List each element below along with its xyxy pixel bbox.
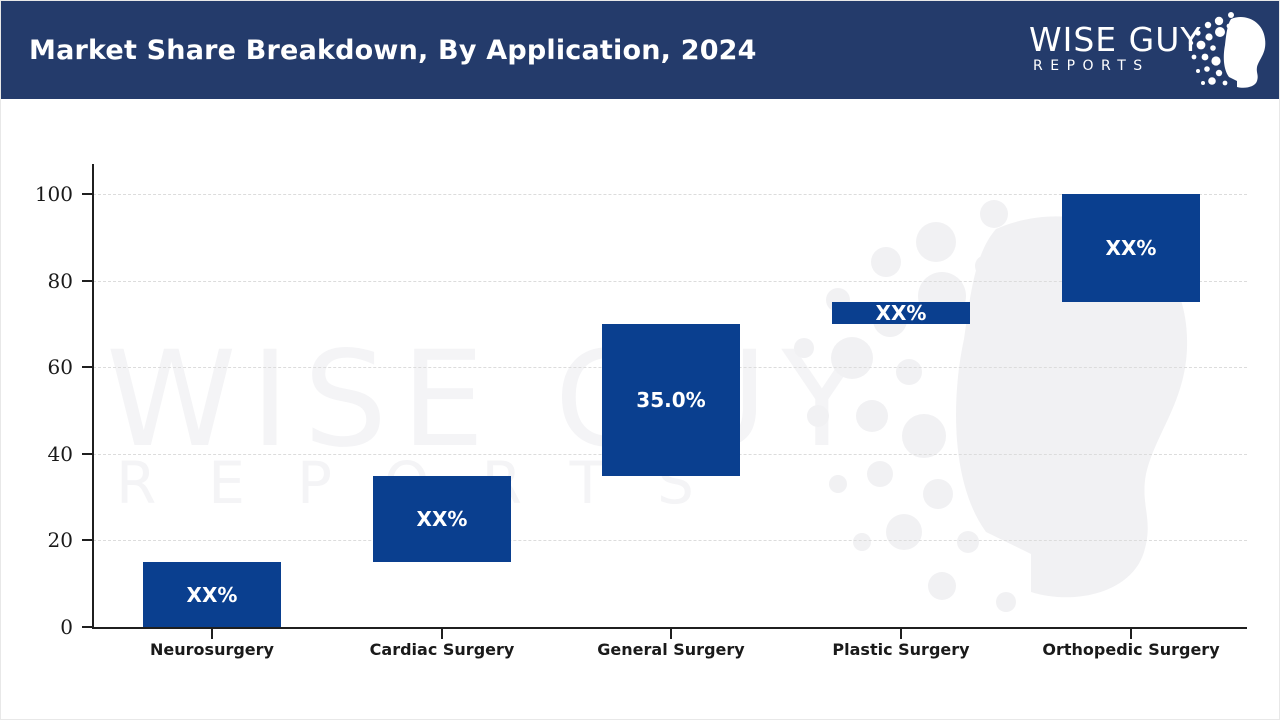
y-tick-40 — [82, 452, 93, 455]
logo-subwordmark: REPORTS — [1033, 58, 1150, 74]
x-axis-label-plastic-surgery: Plastic Surgery — [832, 640, 970, 659]
y-axis-label-100: 100 — [34, 182, 73, 207]
bar-label-orthopedic-surgery: XX% — [1105, 236, 1157, 261]
x-tick-general-surgery — [670, 629, 672, 639]
y-axis-label-40: 40 — [47, 441, 73, 466]
bar-neurosurgery[interactable]: XX% — [143, 562, 281, 627]
y-tick-0 — [82, 626, 93, 628]
x-tick-neurosurgery — [211, 629, 213, 639]
y-tick-60 — [82, 366, 93, 369]
bar-label-plastic-surgery: XX% — [875, 301, 927, 326]
x-axis-label-orthopedic-surgery: Orthopedic Surgery — [1042, 640, 1220, 659]
bar-orthopedic-surgery[interactable]: XX% — [1062, 194, 1200, 303]
y-tick-100 — [82, 193, 93, 196]
x-tick-plastic-surgery — [900, 629, 902, 639]
bar-label-cardiac-surgery: XX% — [416, 506, 468, 531]
wise-guy-reports-logo: WISE GUY REPORTS — [1023, 7, 1273, 93]
x-tick-cardiac-surgery — [441, 629, 443, 639]
bar-label-neurosurgery: XX% — [186, 582, 238, 607]
x-axis-label-cardiac-surgery: Cardiac Surgery — [369, 640, 515, 659]
gridline-80 — [93, 280, 1247, 282]
gridline-20 — [93, 540, 1247, 542]
bar-plastic-surgery[interactable]: XX% — [832, 302, 970, 324]
y-axis-label-20: 20 — [47, 528, 73, 553]
y-tick-80 — [82, 279, 93, 282]
bar-label-general-surgery: 35.0% — [636, 387, 706, 412]
gridline-100 — [93, 194, 1247, 196]
logo-wordmark: WISE GUY — [1029, 20, 1202, 59]
chart-header-banner: Market Share Breakdown, By Application, … — [1, 1, 1279, 99]
y-axis-label-0: 0 — [60, 615, 73, 639]
x-axis-spine — [92, 627, 1247, 630]
y-tick-20 — [82, 539, 93, 542]
page-title: Market Share Breakdown, By Application, … — [29, 34, 757, 66]
bar-general-surgery[interactable]: 35.0% — [602, 324, 740, 476]
x-axis-label-neurosurgery: Neurosurgery — [150, 640, 274, 659]
y-axis-label-60: 60 — [47, 355, 73, 380]
bar-cardiac-surgery[interactable]: XX% — [373, 475, 511, 563]
x-tick-orthopedic-surgery — [1130, 629, 1132, 639]
y-axis-spine — [92, 164, 95, 629]
x-axis-label-general-surgery: General Surgery — [597, 640, 745, 659]
y-axis-label-80: 80 — [47, 268, 73, 293]
watermark-wordmark: WISE GUY — [106, 323, 877, 477]
dotted-head-profile-icon — [1188, 12, 1266, 88]
chart-plot-area: WISE GUY REPORTS — [1, 99, 1279, 719]
